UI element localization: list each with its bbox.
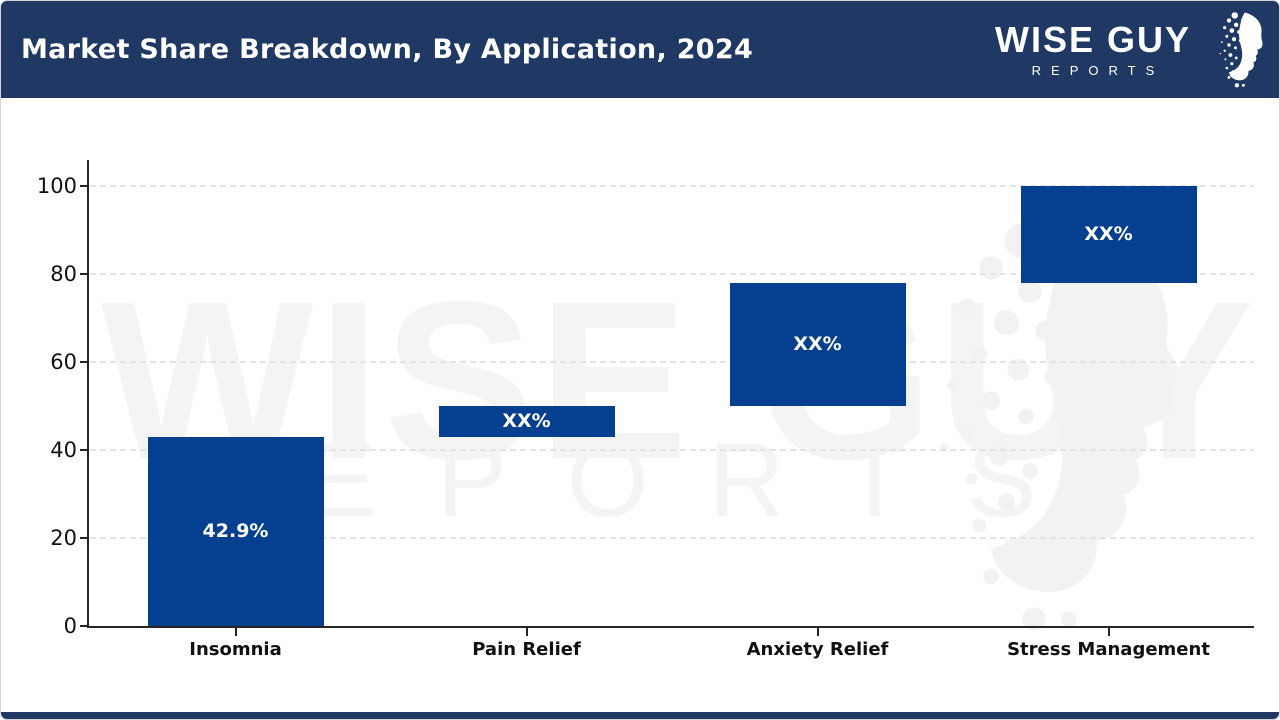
x-axis-line bbox=[87, 626, 1254, 628]
gridline bbox=[90, 537, 1254, 539]
header-bar: Market Share Breakdown, By Application, … bbox=[1, 1, 1279, 98]
chart-canvas: WISE GUY REPORTS 0 20 40 60 80 100 42.9% Insomn… bbox=[1, 98, 1279, 714]
y-tick-mark bbox=[80, 449, 87, 451]
y-tick-mark bbox=[80, 537, 87, 539]
y-tick-mark bbox=[80, 625, 87, 627]
x-axis-category-label: Stress Management bbox=[1007, 639, 1210, 660]
x-axis-category-label: Insomnia bbox=[189, 639, 282, 660]
bar-value-label: XX% bbox=[793, 332, 842, 355]
gridline bbox=[90, 185, 1254, 187]
y-tick-label: 0 bbox=[63, 614, 77, 638]
y-tick-label: 40 bbox=[50, 438, 77, 462]
brand-logo: WISE GUY REPORTS bbox=[995, 9, 1265, 91]
wiseguy-head-icon bbox=[1219, 11, 1263, 87]
footer-bar bbox=[1, 712, 1279, 719]
y-tick-mark bbox=[80, 185, 87, 187]
bar: XX% bbox=[729, 282, 906, 406]
brand-name: WISE GUY bbox=[994, 18, 1191, 60]
x-axis-category-label: Pain Relief bbox=[472, 639, 581, 660]
gridline bbox=[90, 449, 1254, 451]
x-tick-mark bbox=[234, 628, 237, 636]
x-tick-mark bbox=[525, 628, 528, 636]
bar-value-label: 42.9% bbox=[202, 520, 269, 543]
y-tick-label: 100 bbox=[36, 174, 77, 198]
plot-area: 0 20 40 60 80 100 42.9% Insomnia XX% Pain Relief X… bbox=[1, 98, 1279, 714]
bar: XX% bbox=[438, 406, 615, 438]
y-tick-mark bbox=[80, 361, 87, 363]
bar-value-label: XX% bbox=[502, 410, 551, 433]
x-tick-mark bbox=[1107, 628, 1110, 636]
x-tick-mark bbox=[816, 628, 819, 636]
watermark-head-icon bbox=[940, 223, 1173, 631]
y-tick-label: 60 bbox=[50, 350, 77, 374]
y-tick-mark bbox=[80, 273, 87, 275]
y-axis-line bbox=[87, 160, 89, 628]
brand-subname: REPORTS bbox=[1031, 62, 1165, 78]
gridline bbox=[90, 361, 1254, 363]
bar: XX% bbox=[1020, 186, 1197, 283]
y-tick-label: 80 bbox=[50, 262, 77, 286]
x-axis-category-label: Anxiety Relief bbox=[746, 639, 889, 660]
bar-value-label: XX% bbox=[1084, 222, 1133, 245]
gridline bbox=[90, 273, 1254, 275]
page-title: Market Share Breakdown, By Application, … bbox=[21, 34, 754, 65]
bar: 42.9% bbox=[147, 437, 324, 626]
brand-logo-text: WISE GUY REPORTS bbox=[994, 18, 1191, 78]
y-tick-label: 20 bbox=[50, 526, 77, 550]
